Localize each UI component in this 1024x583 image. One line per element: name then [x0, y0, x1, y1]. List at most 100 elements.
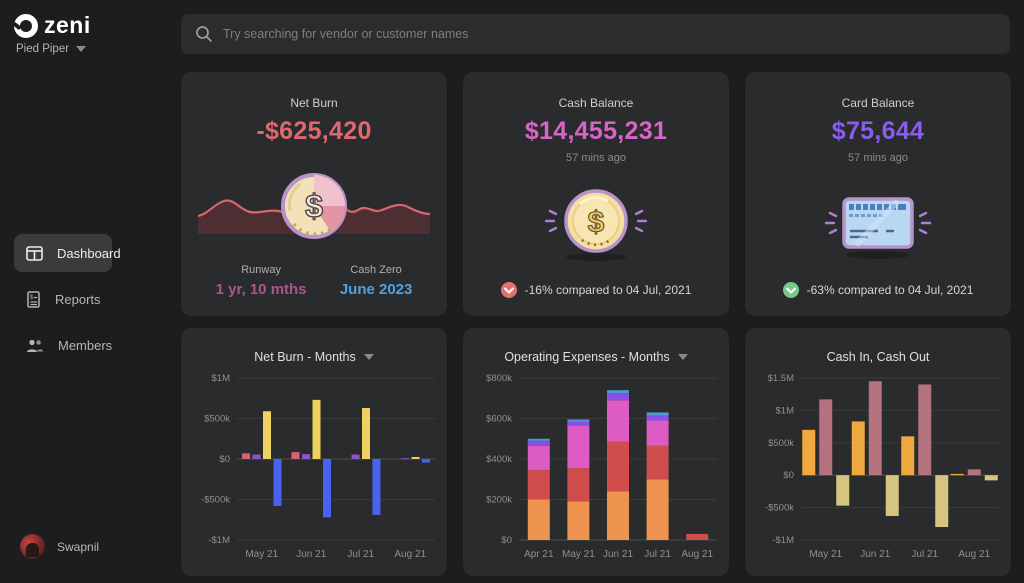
chevron-down-icon	[785, 287, 796, 293]
card-balance-comparison: -63% compared to 04 Jul, 2021	[782, 282, 974, 316]
chevron-down-icon	[677, 354, 688, 360]
comparison-text: -63% compared to 04 Jul, 2021	[806, 283, 974, 297]
sidebar-item-label: Reports	[55, 291, 101, 307]
card-title: Cash Balance	[558, 96, 634, 110]
reports-icon: $	[27, 290, 40, 308]
last-updated: 57 mins ago	[566, 152, 626, 164]
svg-text:$0: $0	[219, 454, 230, 465]
sidebar-item-dashboard[interactable]: Dashboard	[14, 234, 121, 272]
svg-text:$: $	[30, 295, 34, 301]
svg-text:-$500k: -$500k	[201, 495, 230, 506]
chart-header: Cash In, Cash Out	[827, 350, 930, 364]
sparkle-left	[824, 211, 838, 235]
svg-text:$1M: $1M	[212, 373, 231, 384]
svg-text:$0: $0	[501, 535, 512, 546]
svg-text:Apr 21: Apr 21	[524, 549, 554, 560]
last-updated: 57 mins ago	[848, 152, 908, 164]
net-burn-card: Net Burn -$625,420 $ Runway 1 yr, 10 mth…	[181, 72, 447, 316]
card-balance-card: Card Balance $75,644 57 mins ago	[745, 72, 1011, 316]
net-burn-illustration: $	[181, 146, 447, 264]
svg-text:$1.5M: $1.5M	[768, 373, 794, 384]
chart-title: Net Burn - Months	[254, 350, 356, 364]
brand-name: zeni	[44, 12, 91, 38]
sidebar-item-label: Members	[58, 337, 113, 353]
summary-cards-row: Net Burn -$625,420 $ Runway 1 yr, 10 mth…	[181, 72, 1011, 316]
svg-text:$: $	[305, 188, 323, 224]
runway-value: 1 yr, 10 mths	[215, 281, 307, 298]
operating-expenses-months-chart: $800k $600k $400k $200k $0 Apr 21 May 21 Jun 21…	[469, 366, 723, 571]
svg-text:Aug 21: Aug 21	[394, 549, 426, 560]
negative-trend-badge	[500, 282, 517, 298]
card-title: Card Balance	[841, 96, 915, 110]
company-name: Pied Piper	[16, 43, 70, 55]
sidebar-item-reports[interactable]: $ Reports	[14, 280, 164, 318]
svg-text:Jun 21: Jun 21	[603, 549, 633, 560]
svg-text:Aug 21: Aug 21	[681, 549, 713, 560]
cash-in-cash-out-chart: $1.5M $1M $500k $0 -$500k -$1M May 21 Jun 21 Jul…	[751, 366, 1005, 571]
svg-text:$200k: $200k	[486, 495, 512, 506]
svg-text:$500k: $500k	[204, 414, 230, 425]
chart-title: Cash In, Cash Out	[826, 350, 930, 364]
svg-text:May 21: May 21	[809, 549, 842, 560]
sparkle-left	[544, 209, 558, 233]
net-burn-value: -$625,420	[256, 117, 372, 145]
sidebar-nav: Dashboard $ Reports Members	[0, 234, 178, 372]
sparkle-right	[634, 209, 648, 233]
sidebar-item-members[interactable]: Members	[14, 326, 164, 364]
cash-balance-comparison: -16% compared to 04 Jul, 2021	[500, 282, 692, 316]
svg-text:Jul 21: Jul 21	[644, 549, 671, 560]
user-avatar	[20, 534, 45, 559]
runway-label: Runway	[241, 264, 281, 276]
dashboard-icon	[26, 245, 43, 261]
members-icon	[27, 339, 43, 352]
svg-text:$: $	[588, 206, 605, 239]
svg-text:Jul 21: Jul 21	[347, 549, 374, 560]
card-balance-illustration	[745, 164, 1011, 282]
chevron-down-icon	[363, 354, 374, 360]
cash-balance-illustration: $	[463, 164, 729, 282]
cash-zero-value: June 2023	[339, 281, 413, 298]
svg-text:-$1M: -$1M	[772, 535, 794, 546]
svg-text:Jul 21: Jul 21	[911, 549, 938, 560]
user-name: Swapnil	[57, 539, 100, 554]
svg-text:$800k: $800k	[486, 373, 512, 384]
runway-block: Runway 1 yr, 10 mths	[216, 264, 307, 298]
svg-text:$400k: $400k	[486, 454, 512, 465]
company-switcher[interactable]: Pied Piper	[16, 43, 87, 55]
operating-expenses-chart-card: Operating Expenses - Months $800k $600k $4…	[463, 328, 729, 576]
chevron-down-icon	[503, 287, 514, 293]
cash-balance-card: Cash Balance $14,455,231 57 mins ago $	[463, 72, 729, 316]
coin-illustration: $	[544, 189, 648, 261]
card-title: Net Burn	[290, 96, 338, 110]
net-burn-months-chart: $1M $500k $0 -$500k -$1M May 21 Jun 21 Jul 21 Au…	[187, 366, 441, 571]
svg-text:$0: $0	[783, 470, 794, 481]
svg-text:-$1M: -$1M	[208, 535, 230, 546]
cash-zero-block: Cash Zero June 2023	[340, 264, 413, 298]
svg-text:-$500k: -$500k	[765, 503, 794, 514]
sidebar: zeni Pied Piper Dashboard $ Reports	[0, 0, 178, 583]
svg-text:$600k: $600k	[486, 414, 512, 425]
cash-balance-value: $14,455,231	[524, 117, 668, 145]
brand-logo: zeni	[14, 12, 91, 39]
zeni-logo-icon	[14, 13, 38, 38]
chart-dropdown-header[interactable]: Operating Expenses - Months	[504, 350, 688, 364]
sparkle-right	[918, 211, 932, 235]
svg-text:Jun 21: Jun 21	[860, 549, 890, 560]
comparison-text: -16% compared to 04 Jul, 2021	[524, 283, 692, 297]
global-search[interactable]	[181, 14, 1010, 54]
credit-card-illustration	[824, 197, 932, 259]
search-icon	[196, 26, 212, 42]
svg-text:May 21: May 21	[562, 549, 595, 560]
cash-in-out-chart-card: Cash In, Cash Out $1.5M $1M $500k $0 -$500k -…	[745, 328, 1011, 576]
positive-trend-badge	[782, 282, 799, 298]
svg-text:May 21: May 21	[245, 549, 278, 560]
svg-text:Aug 21: Aug 21	[958, 549, 990, 560]
charts-row: Net Burn - Months $1M $500k $0 -$500k -$1M Ma…	[181, 328, 1011, 576]
sidebar-item-label: Dashboard	[57, 245, 121, 261]
chart-dropdown-header[interactable]: Net Burn - Months	[254, 350, 374, 364]
search-input[interactable]	[223, 27, 996, 41]
chevron-down-icon	[76, 46, 87, 52]
user-profile[interactable]: Swapnil	[20, 534, 99, 559]
card-balance-value: $75,644	[831, 117, 925, 145]
net-burn-footer: Runway 1 yr, 10 mths Cash Zero June 2023	[181, 264, 447, 316]
